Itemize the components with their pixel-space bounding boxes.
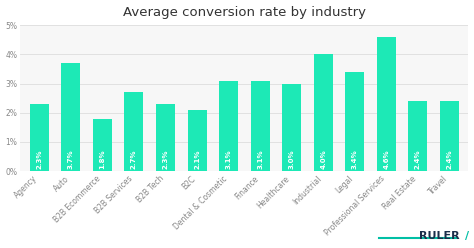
Text: 3.0%: 3.0%: [289, 149, 295, 169]
Bar: [61, 63, 80, 171]
Text: 3.1%: 3.1%: [226, 149, 232, 169]
Bar: [93, 119, 112, 171]
Text: 4.0%: 4.0%: [320, 149, 326, 169]
Text: 2.4%: 2.4%: [415, 149, 421, 169]
Bar: [377, 37, 396, 171]
Text: 3.4%: 3.4%: [352, 149, 358, 169]
Bar: [125, 93, 144, 171]
Text: 4.6%: 4.6%: [383, 149, 390, 169]
Text: RULER: RULER: [419, 231, 460, 241]
Bar: [30, 104, 49, 171]
Text: 3.1%: 3.1%: [257, 149, 263, 169]
Text: /: /: [465, 231, 469, 241]
Text: 2.3%: 2.3%: [36, 149, 42, 169]
Bar: [219, 81, 238, 171]
Title: Average conversion rate by industry: Average conversion rate by industry: [123, 5, 366, 19]
Bar: [409, 101, 428, 171]
Text: 2.7%: 2.7%: [131, 149, 137, 169]
Text: 2.4%: 2.4%: [447, 149, 453, 169]
Bar: [282, 84, 301, 171]
Text: 3.7%: 3.7%: [68, 149, 74, 169]
Bar: [314, 55, 333, 171]
Bar: [156, 104, 175, 171]
Bar: [346, 72, 365, 171]
Text: 2.3%: 2.3%: [163, 149, 168, 169]
Text: 1.8%: 1.8%: [100, 149, 105, 169]
Bar: [440, 101, 459, 171]
Bar: [188, 110, 207, 171]
Bar: [251, 81, 270, 171]
Text: 2.1%: 2.1%: [194, 149, 200, 169]
